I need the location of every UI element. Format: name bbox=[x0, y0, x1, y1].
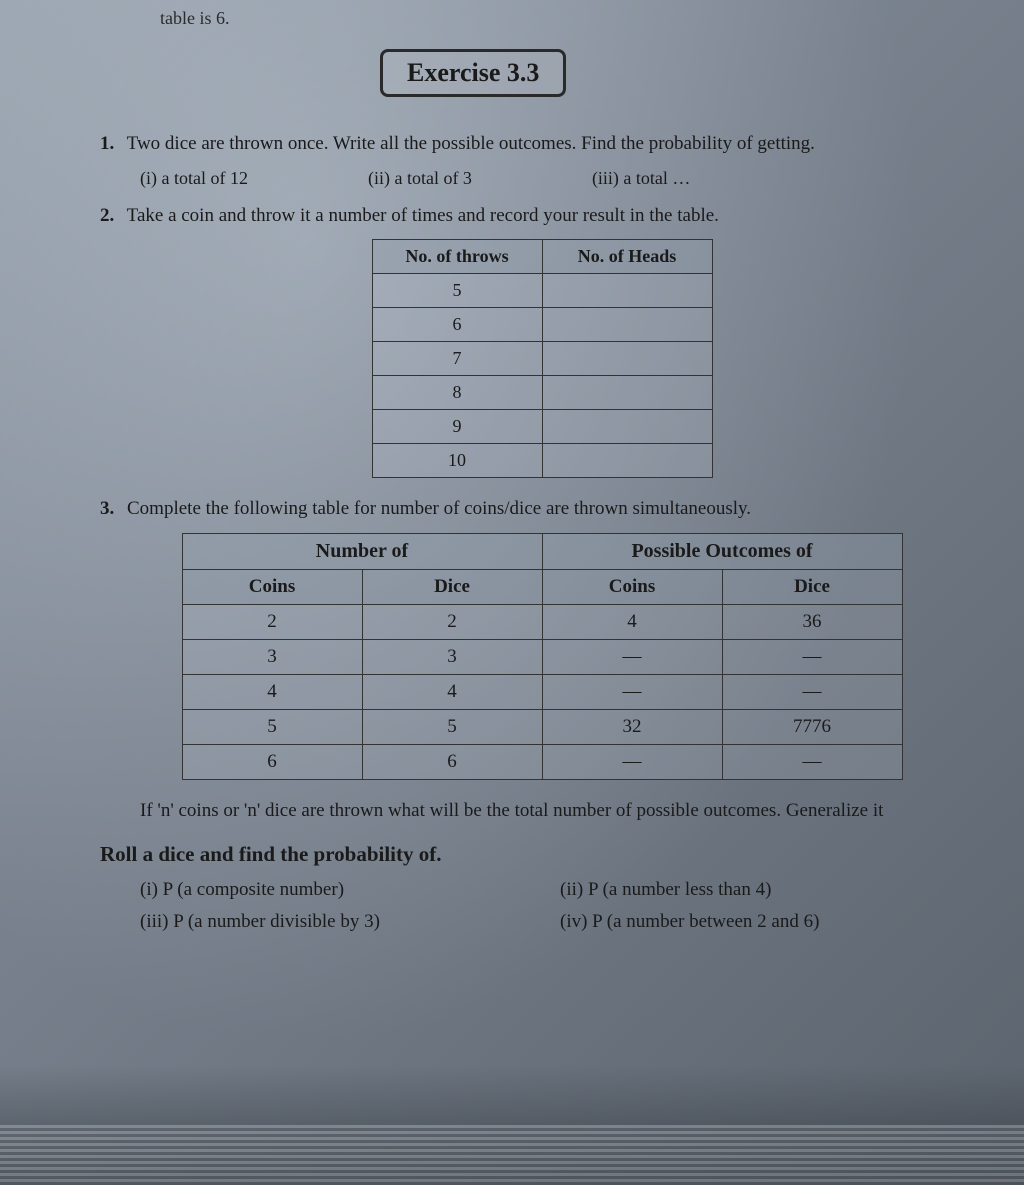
cell: 4 bbox=[362, 674, 542, 709]
table-row: 55327776 bbox=[182, 709, 902, 744]
cell: 8 bbox=[372, 376, 542, 410]
q3-sub-dice1: Dice bbox=[362, 569, 542, 604]
cell: 6 bbox=[372, 308, 542, 342]
cell: 4 bbox=[182, 674, 362, 709]
q3-number: 3. bbox=[100, 498, 114, 519]
table-row: 9 bbox=[372, 410, 712, 444]
cell: 3 bbox=[362, 639, 542, 674]
table-row: 10 bbox=[372, 444, 712, 478]
q3-generalize: If 'n' coins or 'n' dice are thrown what… bbox=[140, 798, 984, 825]
table-row: No. of throws No. of Heads bbox=[372, 240, 712, 274]
table-row: 66—— bbox=[182, 744, 902, 779]
cell: — bbox=[542, 744, 722, 779]
q3-text: Complete the following table for number … bbox=[127, 498, 751, 519]
q4-sub-iii: (iii) P (a number divisible by 3) bbox=[140, 911, 560, 933]
q1-text: Two dice are thrown once. Write all the … bbox=[127, 133, 815, 154]
q4-sub-iv: (iv) P (a number between 2 and 6) bbox=[560, 911, 819, 933]
q2-th-throws: No. of throws bbox=[372, 240, 542, 274]
cell: 7776 bbox=[722, 709, 902, 744]
q3-sub-coins2: Coins bbox=[542, 569, 722, 604]
q2-th-heads: No. of Heads bbox=[542, 240, 712, 274]
q3-sub-dice2: Dice bbox=[722, 569, 902, 604]
question-3: 3. Complete the following table for numb… bbox=[100, 496, 984, 523]
q3-group-outcomes: Possible Outcomes of bbox=[542, 533, 902, 569]
q2-table: No. of throws No. of Heads 5 6 7 8 9 10 bbox=[372, 239, 713, 478]
q3-sub-coins1: Coins bbox=[182, 569, 362, 604]
cell: 3 bbox=[182, 639, 362, 674]
q1-sub-iii: (iii) a total … bbox=[592, 168, 690, 189]
cell: — bbox=[722, 639, 902, 674]
q2-number: 2. bbox=[100, 205, 114, 226]
cell: 2 bbox=[362, 604, 542, 639]
q3-group-numberof: Number of bbox=[182, 533, 542, 569]
cell: 5 bbox=[372, 274, 542, 308]
question-4-title: Roll a dice and find the probability of. bbox=[100, 842, 984, 867]
exercise-heading: Exercise 3.3 bbox=[380, 49, 566, 97]
table-row: Coins Dice Coins Dice bbox=[182, 569, 902, 604]
cell bbox=[542, 342, 712, 376]
table-row: 22436 bbox=[182, 604, 902, 639]
cell: 4 bbox=[542, 604, 722, 639]
q1-sub-i: (i) a total of 12 bbox=[140, 168, 248, 189]
cell: 6 bbox=[182, 744, 362, 779]
table-row: 8 bbox=[372, 376, 712, 410]
q4-row-1: (i) P (a composite number) (ii) P (a num… bbox=[140, 879, 984, 901]
q1-subs: (i) a total of 12 (ii) a total of 3 (iii… bbox=[140, 168, 984, 189]
q2-text: Take a coin and throw it a number of tim… bbox=[127, 205, 719, 226]
question-1: 1. Two dice are thrown once. Write all t… bbox=[100, 131, 984, 158]
cell: 36 bbox=[722, 604, 902, 639]
cell bbox=[542, 308, 712, 342]
cell: 5 bbox=[182, 709, 362, 744]
textbook-page: table is 6. Exercise 3.3 1. Two dice are… bbox=[0, 0, 1024, 1185]
cell bbox=[542, 376, 712, 410]
cell: 7 bbox=[372, 342, 542, 376]
cell bbox=[542, 410, 712, 444]
cell: — bbox=[542, 674, 722, 709]
q1-sub-ii: (ii) a total of 3 bbox=[368, 168, 472, 189]
cell bbox=[542, 444, 712, 478]
table-row: 6 bbox=[372, 308, 712, 342]
table-row: 7 bbox=[372, 342, 712, 376]
q4-sub-ii: (ii) P (a number less than 4) bbox=[560, 879, 771, 901]
cell: 32 bbox=[542, 709, 722, 744]
cell bbox=[542, 274, 712, 308]
q4-row-2: (iii) P (a number divisible by 3) (iv) P… bbox=[140, 911, 984, 933]
cell: 2 bbox=[182, 604, 362, 639]
book-page-edges bbox=[0, 1125, 1024, 1185]
cell: — bbox=[542, 639, 722, 674]
table-row: 44—— bbox=[182, 674, 902, 709]
table-row: Number of Possible Outcomes of bbox=[182, 533, 902, 569]
q3-table: Number of Possible Outcomes of Coins Dic… bbox=[182, 533, 903, 780]
question-2: 2. Take a coin and throw it a number of … bbox=[100, 203, 984, 230]
cell: 9 bbox=[372, 410, 542, 444]
cell: — bbox=[722, 744, 902, 779]
cell: — bbox=[722, 674, 902, 709]
cell: 6 bbox=[362, 744, 542, 779]
cell: 10 bbox=[372, 444, 542, 478]
cell: 5 bbox=[362, 709, 542, 744]
table-row: 33—— bbox=[182, 639, 902, 674]
table-row: 5 bbox=[372, 274, 712, 308]
top-note: table is 6. bbox=[160, 8, 984, 29]
q1-number: 1. bbox=[100, 133, 114, 154]
q4-sub-i: (i) P (a composite number) bbox=[140, 879, 560, 901]
